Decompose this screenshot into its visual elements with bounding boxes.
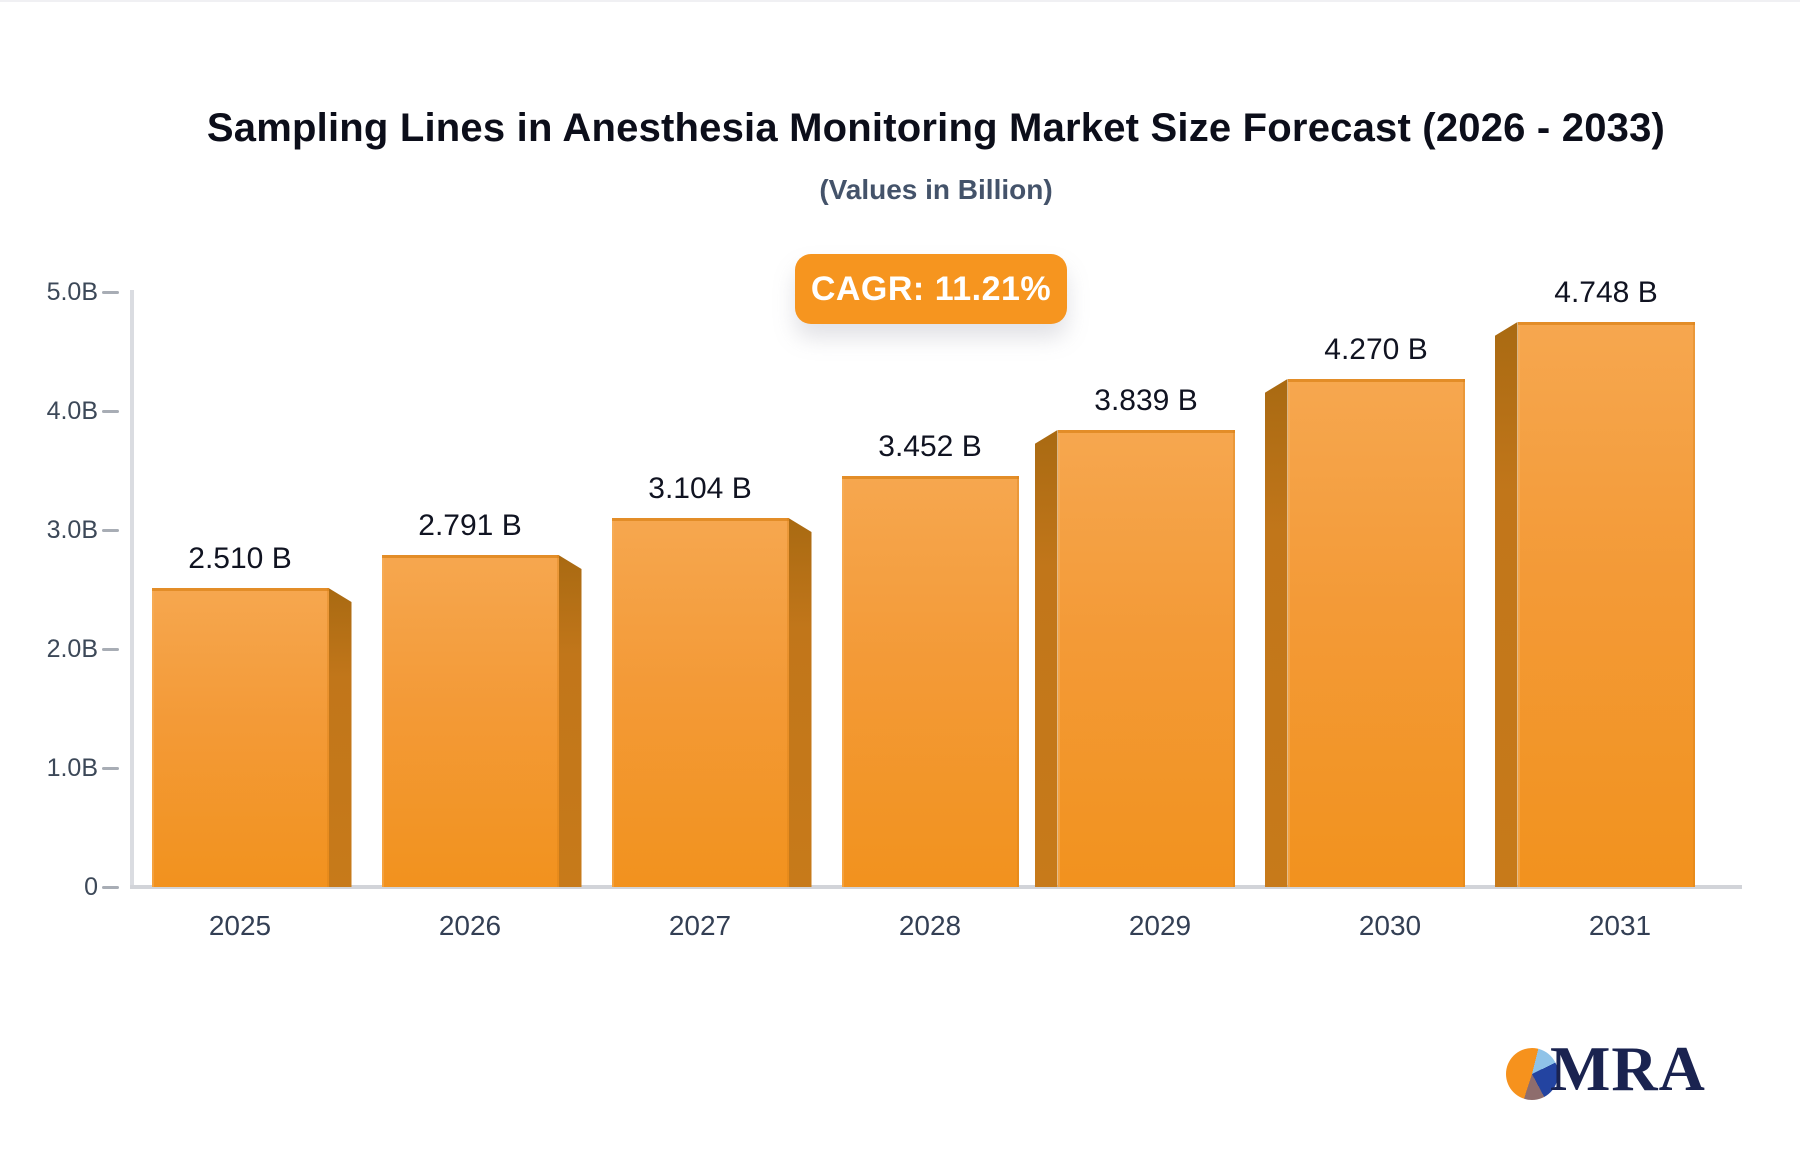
bar-2028 (841, 476, 1019, 887)
y-tick-label: 4.0B (46, 397, 98, 425)
y-tick-mark (102, 648, 119, 651)
bar-2025 (151, 588, 329, 887)
y-tick-label: 1.0B (46, 754, 98, 782)
chart-title: Sampling Lines in Anesthesia Monitoring … (206, 106, 1666, 150)
cagr-badge-label: CAGR: 11.21% (810, 269, 1052, 308)
y-tick-mark (102, 291, 119, 294)
bar-side-face-2030 (1264, 379, 1288, 887)
bar-value-label: 4.748 B (1554, 276, 1658, 309)
bar-value-label: 3.104 B (648, 472, 752, 505)
y-tick-label: 2.0B (46, 635, 98, 663)
bar-side-face-2025 (328, 588, 352, 887)
bar-2027 (611, 518, 789, 887)
bar-2031 (1517, 322, 1695, 887)
bar-value-label: 2.510 B (188, 542, 292, 575)
y-tick-mark (102, 886, 119, 889)
x-axis-label-2027: 2027 (668, 910, 732, 941)
y-tick-label: 3.0B (46, 516, 98, 544)
y-tick-mark (102, 410, 119, 413)
bar-2029 (1057, 430, 1235, 887)
bar-side-face-2026 (558, 555, 582, 887)
x-axis-label-2026: 2026 (438, 910, 502, 941)
y-tick-label: 0 (84, 873, 98, 901)
bar-2026 (381, 555, 559, 887)
bar-2030 (1287, 379, 1465, 887)
bar-value-label: 3.452 B (878, 430, 982, 463)
x-axis-label-2029: 2029 (1128, 910, 1192, 941)
bar-value-label: 3.839 B (1094, 384, 1198, 417)
y-tick-mark (102, 529, 119, 532)
y-tick-label: 5.0B (46, 278, 98, 306)
bar-value-label: 4.270 B (1324, 333, 1428, 366)
bar-side-face-2027 (788, 518, 812, 887)
x-axis-label-2031: 2031 (1588, 910, 1652, 941)
mra-logo: MRA (1506, 1032, 1766, 1122)
cagr-badge: CAGR: 11.21% (795, 254, 1067, 324)
bar-side-face-2029 (1034, 430, 1058, 887)
x-axis-label-2028: 2028 (898, 910, 962, 941)
x-axis-label-2025: 2025 (208, 910, 272, 941)
mra-logo-pie-icon (1506, 1048, 1558, 1100)
y-tick-mark (102, 767, 119, 770)
chart-subtitle: (Values in Billion) (819, 174, 1053, 205)
y-axis-line (130, 290, 134, 889)
bar-side-face-2031 (1494, 322, 1518, 887)
x-axis-line (130, 885, 1742, 889)
bar-value-label: 2.791 B (418, 509, 522, 542)
x-axis-label-2030: 2030 (1358, 910, 1422, 941)
mra-logo-text: MRA (1550, 1033, 1706, 1104)
